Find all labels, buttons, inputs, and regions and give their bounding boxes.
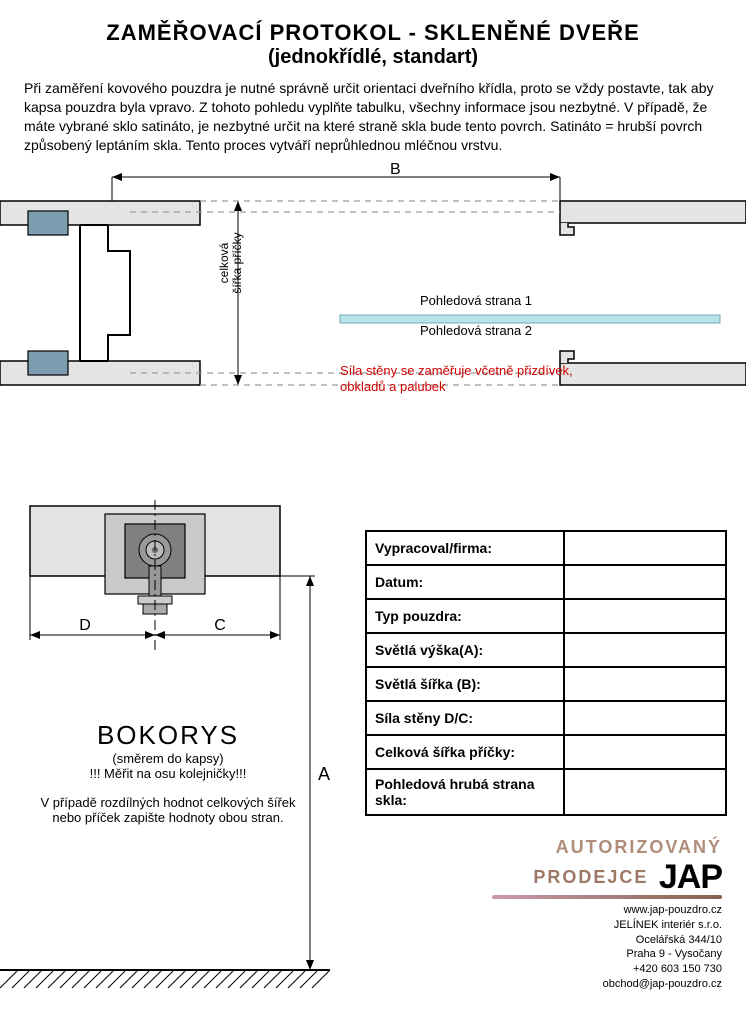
contact-line: obchod@jap-pouzdro.cz — [492, 977, 722, 992]
form-label: Síla stěny D/C: — [366, 701, 564, 735]
form-row: Pohledová hrubá strana skla: — [366, 769, 726, 815]
page-title: ZAMĚŘOVACÍ PROTOKOL - SKLENĚNÉ DVEŘE — [24, 20, 722, 46]
form-value[interactable] — [564, 667, 726, 701]
authorized-text-1: AUTORIZOVANÝ — [492, 837, 722, 858]
top-plan-diagram: B celkovášířka příčky Pohledová strana 1… — [0, 163, 746, 433]
form-label: Světlá výška(A): — [366, 633, 564, 667]
form-label: Datum: — [366, 565, 564, 599]
form-value[interactable] — [564, 633, 726, 667]
authorized-text-2: PRODEJCE — [533, 867, 648, 888]
bokorys-subtitle: (směrem do kapsy) — [28, 751, 308, 766]
bokorys-text-block: BOKORYS (směrem do kapsy) !!! Měřit na o… — [28, 720, 308, 825]
form-row: Celková šířka příčky: — [366, 735, 726, 769]
bokorys-note: V případě rozdílných hodnot celkových ší… — [28, 795, 308, 825]
form-label: Pohledová hrubá strana skla: — [366, 769, 564, 815]
bokorys-warning: !!! Měřit na osu kolejničky!!! — [28, 766, 308, 781]
form-row: Vypracoval/firma: — [366, 531, 726, 565]
vertical-width-label: celkovášířka příčky — [218, 213, 244, 313]
wall-thickness-note: Síla stěny se zaměřuje včetně přizdívek,… — [340, 363, 600, 397]
intro-paragraph: Při zaměření kovového pouzdra je nutné s… — [24, 79, 722, 155]
form-value[interactable] — [564, 565, 726, 599]
contact-line: +420 603 150 730 — [492, 962, 722, 977]
contact-line: JELÍNEK interiér s.r.o. — [492, 918, 722, 933]
form-value[interactable] — [564, 531, 726, 565]
form-row: Světlá výška(A): — [366, 633, 726, 667]
form-label: Celková šířka příčky: — [366, 735, 564, 769]
page-subtitle: (jednokřídlé, standart) — [24, 46, 722, 69]
form-row: Typ pouzdra: — [366, 599, 726, 633]
bokorys-title: BOKORYS — [28, 720, 308, 751]
dimension-c-label: C — [214, 617, 226, 634]
view-side-1-label: Pohledová strana 1 — [420, 293, 532, 308]
form-label: Typ pouzdra: — [366, 599, 564, 633]
contact-info: www.jap-pouzdro.czJELÍNEK interiér s.r.o… — [492, 903, 722, 992]
form-value[interactable] — [564, 769, 726, 815]
contact-line: Praha 9 - Vysočany — [492, 947, 722, 962]
footer-block: AUTORIZOVANÝ PRODEJCE JAP www.jap-pouzdr… — [492, 837, 722, 992]
view-side-2-label: Pohledová strana 2 — [420, 323, 532, 338]
contact-line: Ocelářská 344/10 — [492, 933, 722, 948]
form-value[interactable] — [564, 735, 726, 769]
form-row: Síla stěny D/C: — [366, 701, 726, 735]
form-label: Vypracoval/firma: — [366, 531, 564, 565]
form-row: Datum: — [366, 565, 726, 599]
dimension-a-label: A — [318, 764, 330, 784]
form-value[interactable] — [564, 701, 726, 735]
form-value[interactable] — [564, 599, 726, 633]
form-row: Světlá šířka (B): — [366, 667, 726, 701]
measurement-form-table: Vypracoval/firma:Datum:Typ pouzdra:Světl… — [365, 530, 727, 816]
dimension-b-label: B — [390, 161, 401, 179]
form-label: Světlá šířka (B): — [366, 667, 564, 701]
jap-logo: JAP — [659, 858, 722, 897]
contact-line: www.jap-pouzdro.cz — [492, 903, 722, 918]
dimension-d-label: D — [79, 617, 91, 634]
